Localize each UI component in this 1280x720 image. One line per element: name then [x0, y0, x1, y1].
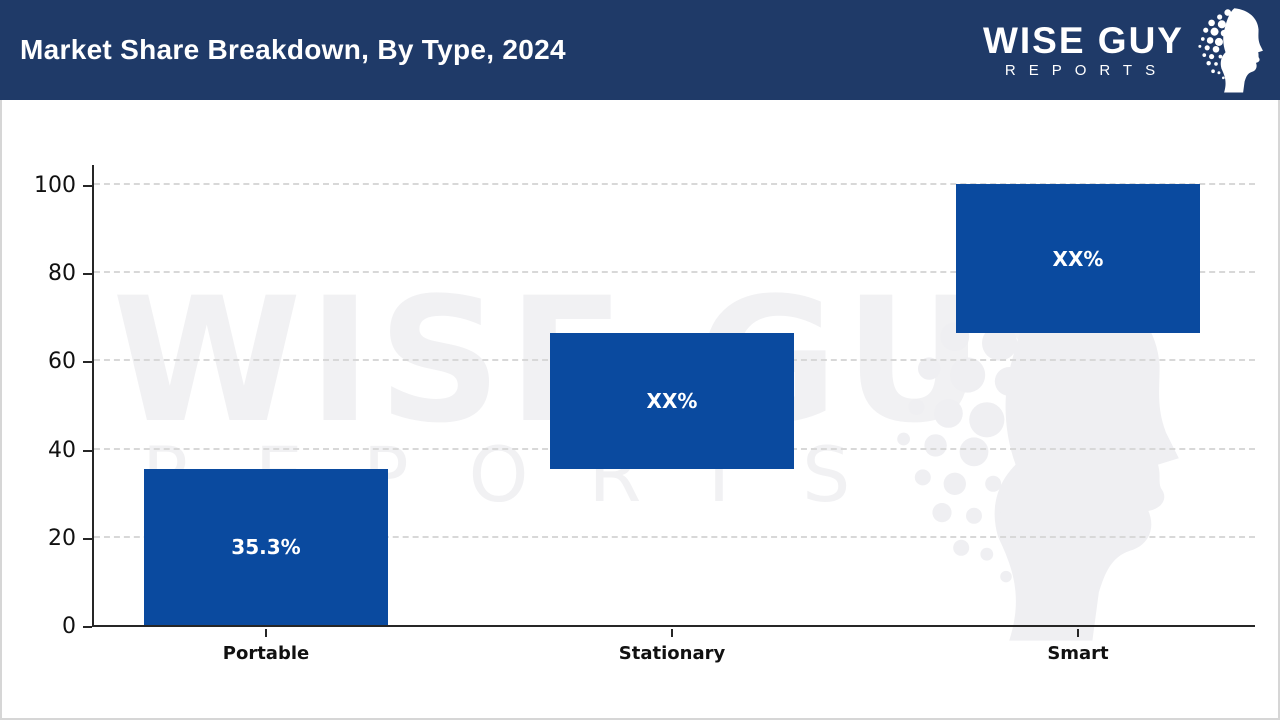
y-tick-label-100: 100	[34, 173, 76, 198]
x-tick-mark-smart	[1077, 629, 1079, 637]
brand-name: WISE GUY	[982, 20, 1184, 61]
x-tick-mark-portable	[265, 629, 267, 637]
x-category-label-portable: Portable	[222, 643, 310, 664]
x-category-label-stationary: Stationary	[618, 643, 726, 664]
y-tick-mark-0	[83, 626, 92, 628]
gridline-20	[94, 535, 1255, 538]
y-tick-label-20: 20	[48, 525, 76, 551]
bar-stationary: XX%	[550, 333, 794, 470]
header: Market Share Breakdown, By Type, 2024 WI…	[0, 0, 1280, 100]
gridline-100	[94, 183, 1255, 185]
y-tick-label-0: 0	[62, 614, 76, 639]
x-category-label-smart: Smart	[1047, 643, 1109, 664]
bar-value-label: XX%	[1052, 246, 1104, 271]
y-tick-label-40: 40	[48, 437, 76, 463]
gridline-80	[94, 271, 1255, 274]
chart-area: WISE GUY REPORTS 35.3% XX% XX% 0 20 40 60 80 10…	[0, 100, 1280, 720]
x-tick-mark-stationary	[671, 629, 673, 637]
plot-area: 35.3% XX% XX%	[92, 165, 1255, 627]
bar-value-label: 35.3%	[231, 535, 301, 560]
brand-head-icon	[1198, 8, 1263, 93]
y-tick-mark-80	[83, 273, 92, 276]
y-tick-mark-40	[83, 449, 92, 452]
bar-value-label: XX%	[646, 389, 698, 414]
y-tick-label-80: 80	[48, 261, 76, 287]
brand-logo: WISE GUY REPORTS	[983, 0, 1266, 100]
brand-logo-text: WISE GUY REPORTS	[983, 22, 1184, 78]
chart-title: Market Share Breakdown, By Type, 2024	[20, 34, 566, 65]
bar-portable: 35.3%	[144, 469, 388, 625]
y-tick-label-60: 60	[48, 349, 76, 375]
y-tick-mark-20	[83, 537, 92, 540]
y-tick-mark-100	[83, 185, 92, 187]
y-tick-mark-60	[83, 361, 92, 364]
bar-smart: XX%	[956, 184, 1200, 334]
brand-subtitle: REPORTS	[1004, 62, 1169, 79]
